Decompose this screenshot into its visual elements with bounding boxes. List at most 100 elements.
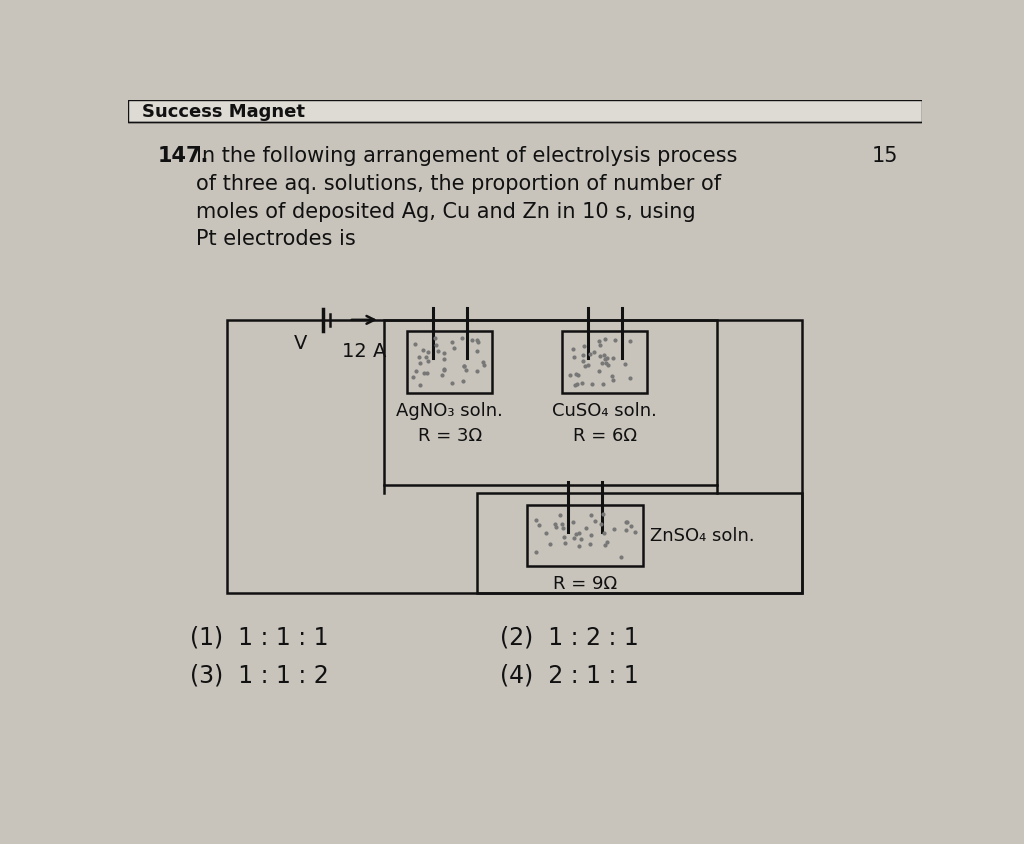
Point xyxy=(591,334,607,348)
Point xyxy=(445,342,462,355)
Point xyxy=(600,359,616,372)
Text: AgNO₃ soln.: AgNO₃ soln. xyxy=(396,401,503,419)
Point xyxy=(577,339,593,353)
Point xyxy=(572,533,589,546)
Text: In the following arrangement of electrolysis process: In the following arrangement of electrol… xyxy=(197,146,737,166)
Point xyxy=(430,345,446,359)
Point xyxy=(627,526,643,539)
Point xyxy=(599,536,615,549)
Point xyxy=(569,369,586,382)
Text: R = 3Ω: R = 3Ω xyxy=(418,426,481,445)
Point xyxy=(458,364,474,377)
Point xyxy=(605,352,622,365)
Point xyxy=(408,365,424,378)
Point xyxy=(587,514,603,528)
Point xyxy=(413,357,429,371)
Text: V: V xyxy=(294,334,307,353)
Text: R = 6Ω: R = 6Ω xyxy=(572,426,637,445)
Point xyxy=(574,349,591,362)
Point xyxy=(623,335,639,349)
Text: (1)  1 : 1 : 1: (1) 1 : 1 : 1 xyxy=(190,625,329,648)
Point xyxy=(613,551,630,565)
Point xyxy=(416,344,432,358)
Point xyxy=(548,521,564,534)
Point xyxy=(568,528,585,541)
Text: 12 A: 12 A xyxy=(342,342,387,361)
Point xyxy=(412,351,428,365)
Point xyxy=(571,527,588,540)
Text: ZnSO₄ soln.: ZnSO₄ soln. xyxy=(649,527,755,545)
Point xyxy=(539,527,555,540)
Point xyxy=(455,375,471,388)
Point xyxy=(412,379,428,392)
Point xyxy=(617,357,634,371)
Point xyxy=(582,538,598,551)
Point xyxy=(443,376,460,390)
Point xyxy=(623,520,639,533)
Point xyxy=(591,365,607,378)
Bar xyxy=(477,494,802,593)
Point xyxy=(435,346,452,360)
Point xyxy=(416,367,432,381)
Point xyxy=(475,356,492,370)
Point xyxy=(595,507,611,521)
Point xyxy=(586,345,602,359)
Point xyxy=(597,357,613,371)
Point xyxy=(582,348,598,361)
Text: 147.: 147. xyxy=(158,146,209,166)
Point xyxy=(583,509,599,522)
Point xyxy=(617,515,634,528)
Point xyxy=(420,345,436,359)
Bar xyxy=(407,332,493,393)
Point xyxy=(567,379,584,392)
Point xyxy=(596,349,612,362)
Point xyxy=(542,538,558,551)
Bar xyxy=(227,321,802,593)
Point xyxy=(593,518,609,532)
Point xyxy=(565,344,582,357)
Point xyxy=(564,516,581,529)
Point xyxy=(605,374,622,387)
Point xyxy=(554,517,570,531)
Point xyxy=(418,351,434,365)
Bar xyxy=(527,505,643,566)
Point xyxy=(456,360,472,373)
Point xyxy=(469,365,485,378)
Point xyxy=(599,352,615,365)
Point xyxy=(579,522,595,535)
Text: (4)  2 : 1 : 1: (4) 2 : 1 : 1 xyxy=(500,663,639,687)
Text: 15: 15 xyxy=(872,146,898,166)
Point xyxy=(606,333,623,347)
Point xyxy=(475,359,492,372)
Text: Pt electrodes is: Pt electrodes is xyxy=(197,229,356,249)
Point xyxy=(435,364,452,377)
Point xyxy=(606,522,623,536)
Point xyxy=(603,370,620,383)
Point xyxy=(574,355,591,369)
Point xyxy=(562,370,579,383)
Point xyxy=(592,339,608,353)
Point xyxy=(597,538,613,552)
Point xyxy=(419,367,435,381)
Point xyxy=(622,372,638,386)
Text: of three aq. solutions, the proportion of number of: of three aq. solutions, the proportion o… xyxy=(197,174,721,193)
Point xyxy=(427,333,443,346)
Point xyxy=(555,522,571,535)
Text: Success Magnet: Success Magnet xyxy=(142,103,305,121)
Text: (3)  1 : 1 : 2: (3) 1 : 1 : 2 xyxy=(190,663,329,687)
Point xyxy=(618,516,635,529)
Point xyxy=(527,514,544,528)
Point xyxy=(434,369,451,382)
Point xyxy=(469,333,485,347)
Point xyxy=(570,540,587,554)
Point xyxy=(456,360,472,373)
Point xyxy=(595,526,611,539)
Bar xyxy=(384,321,717,486)
Point xyxy=(428,338,444,352)
Point xyxy=(435,353,452,366)
Point xyxy=(547,517,563,531)
Point xyxy=(555,531,571,544)
Point xyxy=(594,356,610,370)
Point xyxy=(528,545,545,559)
Point xyxy=(565,532,582,545)
